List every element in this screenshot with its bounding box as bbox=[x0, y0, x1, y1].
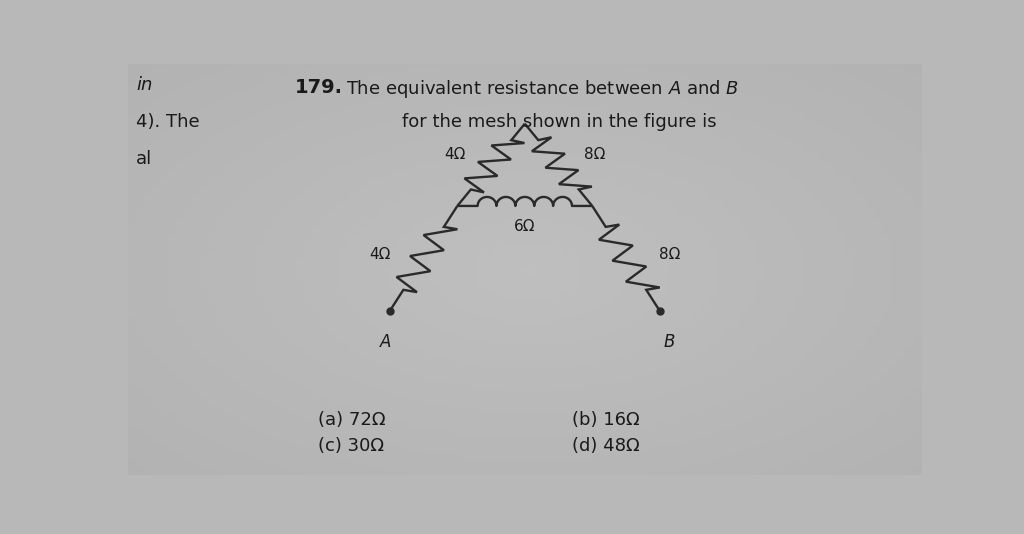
Text: (a) 72Ω: (a) 72Ω bbox=[318, 411, 386, 429]
Text: for the mesh shown in the figure is: for the mesh shown in the figure is bbox=[401, 113, 717, 131]
Text: 4Ω: 4Ω bbox=[370, 247, 390, 262]
Text: (d) 48Ω: (d) 48Ω bbox=[572, 437, 640, 454]
Text: in: in bbox=[136, 76, 153, 95]
Text: (c) 30Ω: (c) 30Ω bbox=[318, 437, 384, 454]
Text: The equivalent resistance between $A$ and $B$: The equivalent resistance between $A$ an… bbox=[346, 78, 739, 100]
Text: 4Ω: 4Ω bbox=[444, 147, 466, 162]
Text: $B$: $B$ bbox=[663, 333, 676, 351]
Text: $A$: $A$ bbox=[379, 333, 392, 351]
Text: 8Ω: 8Ω bbox=[584, 147, 605, 162]
Text: 8Ω: 8Ω bbox=[659, 247, 680, 262]
Text: 4). The: 4). The bbox=[136, 113, 200, 131]
Text: al: al bbox=[136, 151, 153, 168]
Text: (b) 16Ω: (b) 16Ω bbox=[572, 411, 640, 429]
Text: 179.: 179. bbox=[295, 78, 343, 98]
Text: 6Ω: 6Ω bbox=[514, 219, 536, 234]
